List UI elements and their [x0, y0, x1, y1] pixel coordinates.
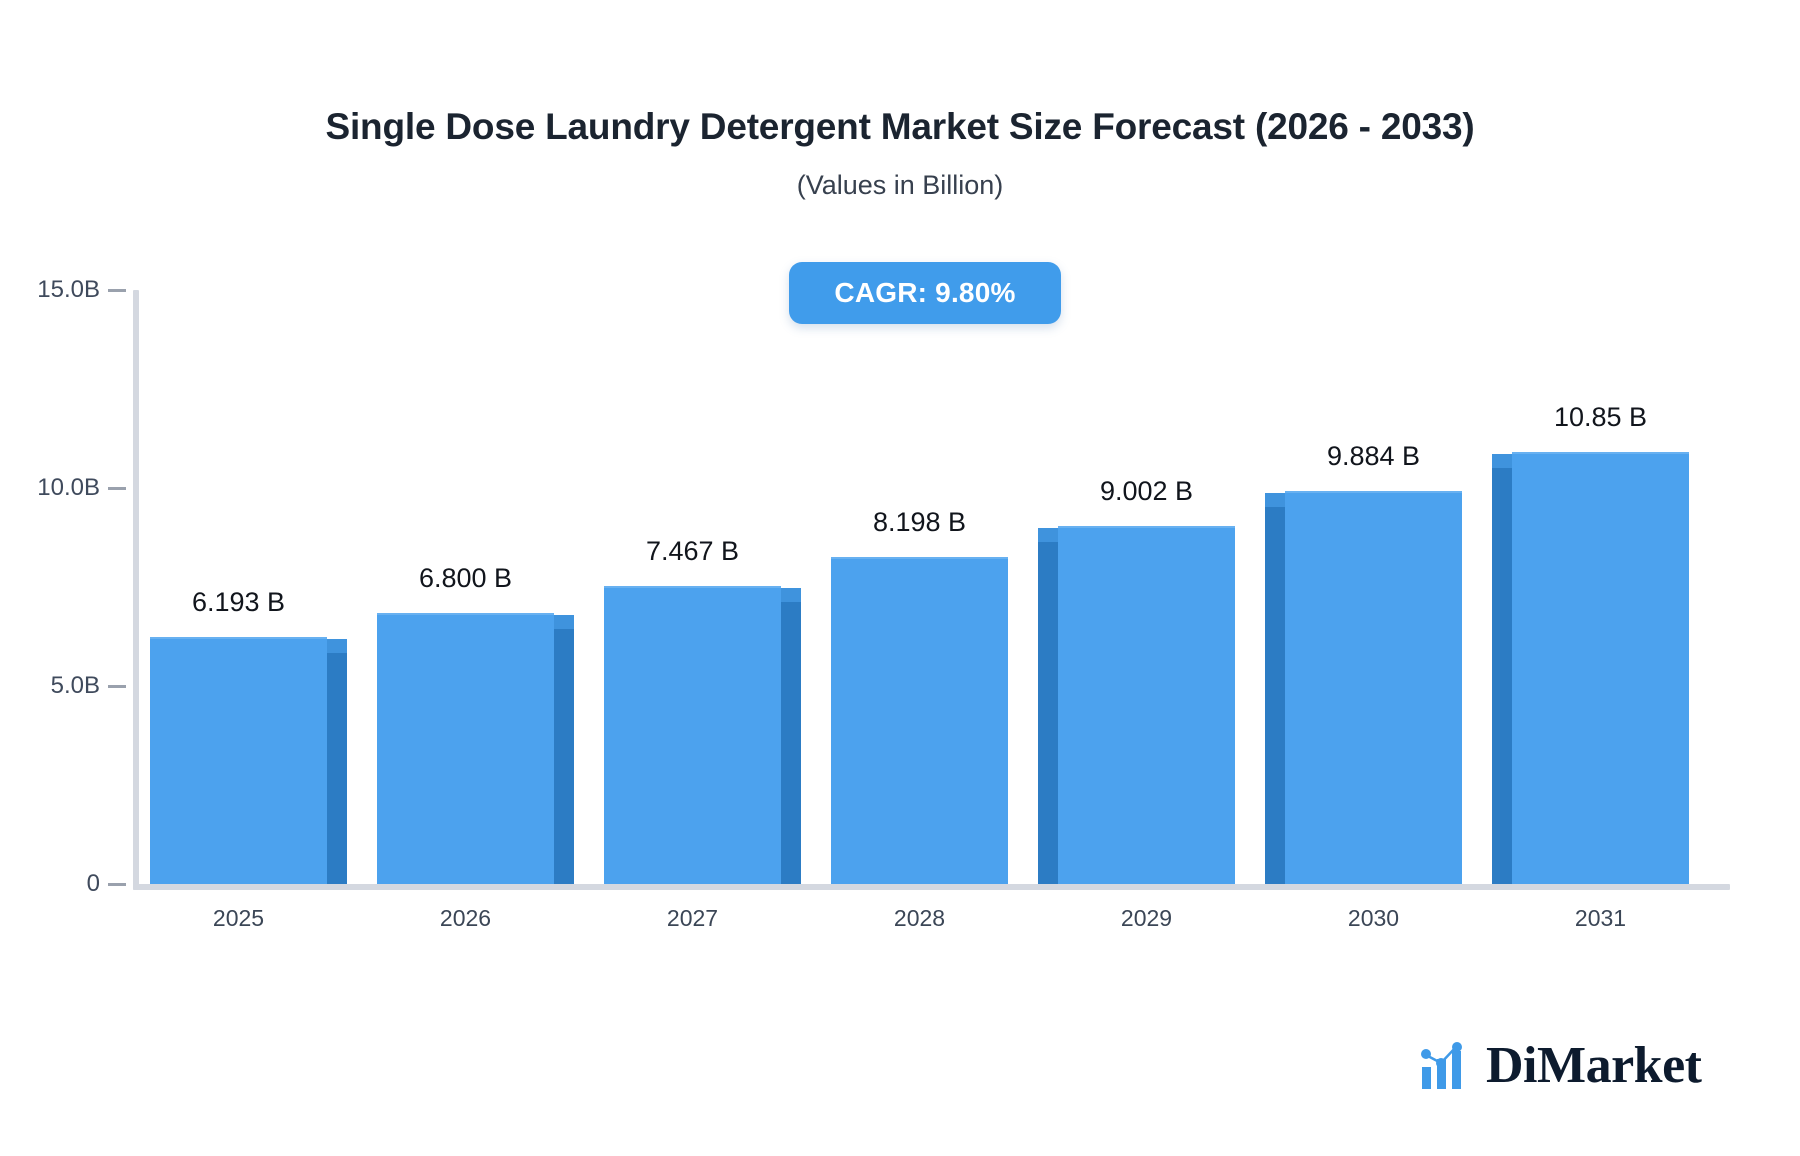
bar-value-label: 8.198 B: [872, 507, 967, 538]
x-axis-line: [133, 884, 1730, 890]
bar-top-face: [781, 588, 801, 603]
y-tick-dash: [108, 289, 126, 292]
y-axis-line: [133, 290, 139, 890]
bar-side-face: [1265, 506, 1285, 884]
x-tick-label: 2028: [893, 905, 946, 931]
x-tick-label: 2031: [1574, 905, 1627, 931]
bar-value-label: 7.467 B: [645, 536, 740, 567]
page-title: Single Dose Laundry Detergent Market Siz…: [325, 106, 1475, 147]
bar: [1038, 525, 1235, 884]
bar-top-face: [1038, 527, 1058, 542]
x-tick-label: 2029: [1120, 905, 1173, 931]
bar: [604, 586, 801, 884]
cagr-badge-label: CAGR: 9.80%: [834, 277, 1016, 308]
bar-front-face: [831, 557, 1008, 884]
cagr-badge: CAGR: 9.80%: [789, 262, 1061, 324]
bar-value-label: 10.85 B: [1553, 402, 1648, 433]
bar-top-face: [1265, 492, 1285, 507]
bar-side-face: [554, 628, 574, 884]
brand-logo: DiMarket: [1420, 1037, 1702, 1094]
y-tick-dash: [108, 883, 126, 886]
x-tick-label: 2025: [212, 905, 265, 931]
bar-top-face: [1492, 454, 1512, 469]
bar-value-label: 6.193 B: [191, 586, 286, 617]
brand-name: DiMarket: [1486, 1037, 1702, 1094]
y-tick-dash: [108, 487, 126, 490]
x-tick-label: 2030: [1347, 905, 1400, 931]
bar-side-face: [327, 652, 347, 884]
bar-front-face: [604, 586, 781, 884]
bar-value-label: 9.884 B: [1326, 440, 1421, 471]
bar-value-label: 9.002 B: [1099, 475, 1194, 506]
bar-front-face: [1512, 452, 1689, 884]
bar-front-face: [1058, 525, 1235, 884]
bar-front-face: [377, 612, 554, 884]
bar-value-label: 6.800 B: [418, 562, 513, 593]
bar: [831, 557, 1008, 884]
bar-top-face: [554, 614, 574, 629]
bar-side-face: [1038, 541, 1058, 884]
bar-side-face: [781, 602, 801, 884]
x-tick-label: 2026: [439, 905, 492, 931]
bar: [377, 612, 574, 884]
bar: [1492, 452, 1689, 884]
bar: [1265, 490, 1462, 884]
y-tick-label: 5.0B: [50, 672, 100, 699]
bar-side-face: [1492, 468, 1512, 884]
x-tick-label: 2027: [666, 905, 719, 931]
bar-top-face: [327, 638, 347, 653]
chart-subtitle: (Values in Billion): [796, 170, 1004, 200]
y-tick-label: 10.0B: [37, 474, 100, 501]
y-tick-dash: [108, 685, 126, 688]
y-tick-label: 0: [86, 870, 100, 897]
bar-front-face: [1285, 490, 1462, 884]
bar-front-face: [150, 636, 327, 884]
bar: [150, 636, 347, 884]
y-tick-label: 15.0B: [37, 276, 100, 303]
bar-chart-logo-icon: [1420, 1041, 1474, 1091]
